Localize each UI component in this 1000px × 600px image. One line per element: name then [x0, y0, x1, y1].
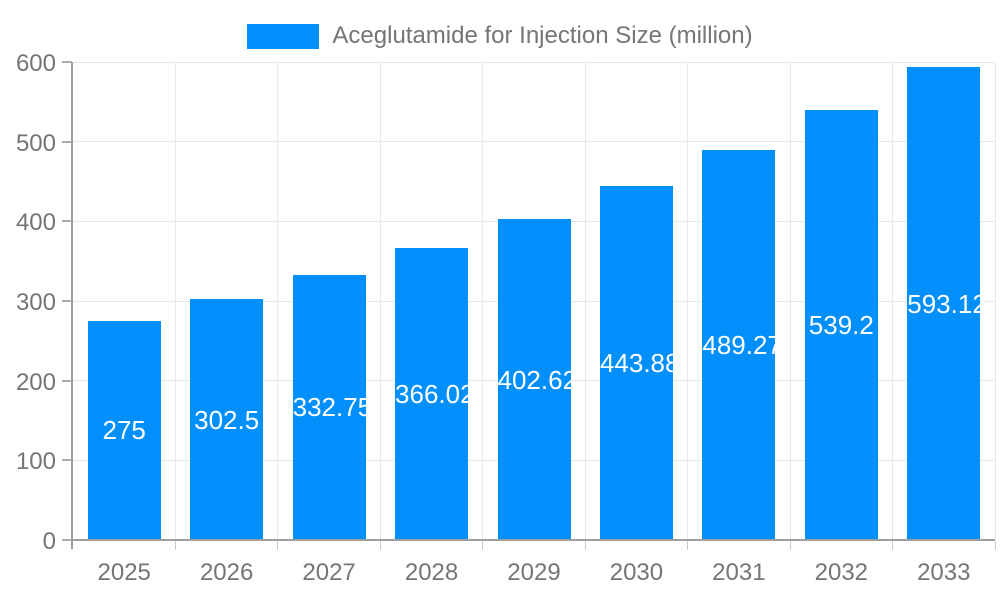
bar-2028 [395, 248, 469, 539]
y-axis-tick-label: 400 [15, 209, 56, 237]
y-axis-line [71, 62, 73, 549]
bar-value-label: 593.12 [907, 288, 987, 319]
vertical-gridline [379, 62, 381, 540]
horizontal-gridline [73, 61, 995, 63]
x-axis-tick-label: 2025 [97, 559, 151, 586]
y-axis-tick-label: 300 [15, 289, 56, 316]
x-axis-tick [789, 541, 791, 550]
bar-value-label: 275 [102, 415, 146, 446]
legend-label: Aceglutamide for Injection Size (million… [332, 22, 753, 49]
bar-value-label: 302.5 [194, 404, 260, 435]
bar-2032 [804, 110, 878, 539]
bar-2030 [599, 186, 673, 539]
x-axis-tick [277, 541, 279, 550]
x-axis-line [62, 539, 995, 541]
x-axis-tick [892, 541, 894, 550]
legend-item[interactable]: Aceglutamide for Injection Size (million… [0, 20, 1000, 52]
vertical-gridline [584, 62, 586, 540]
bar-2027 [292, 274, 366, 539]
bar-value-label: 443.88 [599, 348, 680, 379]
bar-2029 [497, 219, 571, 539]
bar-value-label: 489.27 [702, 330, 782, 361]
x-axis-tick-label: 2026 [199, 559, 254, 586]
x-axis-tick-label: 2027 [302, 559, 356, 586]
bar-2025 [87, 320, 161, 539]
x-axis-tick [482, 541, 484, 550]
y-axis-tick [62, 220, 72, 223]
bar-value-label: 402.62 [497, 364, 578, 395]
y-axis-tick [62, 140, 72, 143]
x-axis-tick [994, 541, 996, 550]
bar-value-label: 332.75 [292, 392, 373, 423]
y-axis-tick-label: 100 [15, 448, 56, 476]
vertical-gridline [482, 62, 484, 540]
horizontal-gridline [73, 141, 995, 143]
vertical-gridline [277, 62, 279, 540]
x-axis-tick-label: 2030 [609, 559, 664, 586]
y-axis-tick [62, 539, 72, 541]
bar-2026 [190, 299, 264, 539]
x-axis-tick-label: 2029 [507, 559, 561, 586]
y-axis-tick [62, 300, 72, 302]
y-axis-tick-label: 500 [15, 129, 56, 157]
x-axis-tick-label: 2028 [404, 559, 459, 586]
x-axis-tick-label: 2033 [917, 559, 971, 586]
y-axis-tick [62, 459, 72, 462]
x-axis-tick [687, 541, 689, 550]
y-axis-tick-label: 0 [42, 528, 56, 555]
x-axis-tick [174, 541, 176, 550]
y-axis-tick-label: 200 [15, 368, 56, 396]
vertical-gridline [994, 62, 996, 540]
x-axis-tick-label: 2031 [712, 559, 766, 586]
bar-2033 [907, 67, 981, 539]
y-axis-tick-label: 600 [15, 50, 56, 77]
bar-value-label: 539.2 [808, 310, 874, 341]
vertical-gridline [892, 62, 894, 540]
y-axis-tick [62, 379, 72, 382]
x-axis-tick-label: 2032 [814, 559, 869, 586]
vertical-gridline [687, 62, 689, 540]
legend-swatch [247, 23, 320, 49]
vertical-gridline [789, 62, 791, 540]
x-axis-tick [584, 541, 586, 550]
bar-2031 [702, 150, 776, 539]
bar-value-label: 366.02 [395, 379, 475, 410]
y-axis-tick [62, 61, 72, 63]
vertical-gridline [174, 62, 176, 540]
x-axis-tick [379, 541, 381, 550]
